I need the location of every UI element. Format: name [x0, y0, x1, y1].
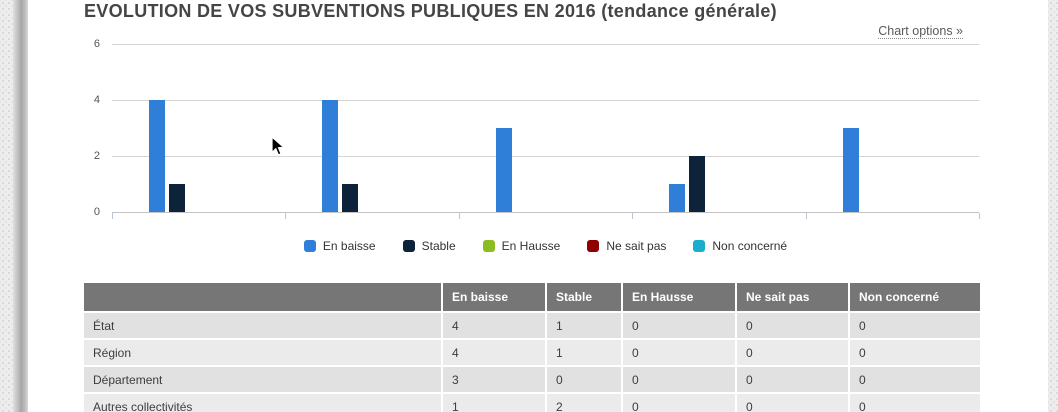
y-axis-label: 4 — [93, 94, 100, 106]
page-edge-shadow — [13, 0, 28, 412]
table-value-cell: 1 — [442, 392, 547, 412]
bar-stable[interactable] — [689, 156, 705, 212]
bar-stable[interactable] — [169, 184, 185, 212]
table-value-cell: 0 — [622, 311, 737, 339]
legend-label: Non concerné — [712, 239, 788, 253]
row-label-cell: Autres collectivités — [84, 392, 443, 412]
legend-swatch-icon — [587, 240, 600, 252]
x-axis-tick — [285, 213, 286, 219]
page-background-texture-right — [1048, 0, 1058, 412]
table-header-cell: Ne sait pas — [736, 283, 850, 312]
y-gridline — [112, 156, 979, 157]
table-value-cell: 0 — [736, 392, 850, 412]
table-header-cell: En Hausse — [622, 283, 737, 312]
x-axis-tick — [979, 213, 980, 219]
chart-legend: En baisse Stable En Hausse Ne sait pas Non c… — [112, 238, 979, 254]
table-value-cell: 0 — [849, 392, 980, 412]
legend-swatch-icon — [482, 240, 495, 252]
table-header-row: En baisse Stable En Hausse Ne sait pas Non c… — [84, 283, 980, 312]
data-table: En baisse Stable En Hausse Ne sait pas Non c… — [84, 283, 980, 412]
table-value-cell: 0 — [849, 365, 980, 393]
table-row: Autres collectivités 1 2 0 0 0 — [84, 392, 980, 412]
row-label-cell: État — [84, 311, 443, 339]
x-axis-line — [112, 212, 979, 213]
table-value-cell: 1 — [546, 338, 623, 366]
table-header-cell: En baisse — [442, 283, 547, 312]
table-value-cell: 2 — [546, 392, 623, 412]
x-axis-tick — [459, 213, 460, 219]
bar-en-baisse[interactable] — [496, 128, 512, 212]
table-row: Région 4 1 0 0 0 — [84, 338, 980, 366]
y-axis-label: 2 — [93, 150, 100, 162]
table-value-cell: 0 — [622, 338, 737, 366]
bar-en-baisse[interactable] — [669, 184, 685, 212]
bar-en-baisse[interactable] — [322, 100, 338, 212]
chart-title: EVOLUTION DE VOS SUBVENTIONS PUBLIQUES E… — [84, 1, 777, 21]
table-value-cell: 4 — [442, 311, 547, 339]
table-header-cell: Non concerné — [849, 283, 980, 312]
legend-label: Ne sait pas — [606, 239, 667, 253]
x-axis-tick — [112, 213, 113, 219]
table-value-cell: 1 — [546, 311, 623, 339]
table-value-cell: 0 — [736, 338, 850, 366]
legend-swatch-icon — [693, 240, 706, 252]
row-label-cell: Région — [84, 338, 443, 366]
bar-en-baisse[interactable] — [149, 100, 165, 212]
x-axis-tick — [632, 213, 633, 219]
table-header-cell: Stable — [546, 283, 623, 312]
legend-swatch-icon — [402, 240, 415, 252]
legend-item-stable[interactable]: Stable — [402, 239, 456, 253]
table-row: État 4 1 0 0 0 — [84, 311, 980, 339]
y-gridline — [112, 100, 979, 101]
table-value-cell: 0 — [546, 365, 623, 393]
bar-en-baisse[interactable] — [843, 128, 859, 212]
table-value-cell: 0 — [849, 338, 980, 366]
bar-stable[interactable] — [342, 184, 358, 212]
legend-label: Stable — [421, 239, 456, 253]
table-value-cell: 0 — [622, 365, 737, 393]
legend-label: En Hausse — [501, 239, 561, 253]
y-axis-label: 0 — [93, 206, 100, 218]
chart-options-link[interactable]: Chart options » — [878, 24, 963, 39]
legend-label: En baisse — [322, 239, 376, 253]
legend-item-non-concerné[interactable]: Non concerné — [693, 239, 787, 253]
table-header-cell — [84, 283, 443, 312]
row-label-cell: Département — [84, 365, 443, 393]
legend-item-en-hausse[interactable]: En Hausse — [482, 239, 561, 253]
x-axis-tick — [806, 213, 807, 219]
legend-swatch-icon — [303, 240, 316, 252]
y-gridline — [112, 44, 979, 45]
table-value-cell: 0 — [736, 365, 850, 393]
y-axis-label: 6 — [93, 38, 100, 50]
table-value-cell: 0 — [736, 311, 850, 339]
legend-item-ne-sait-pas[interactable]: Ne sait pas — [587, 239, 666, 253]
legend-item-en-baisse[interactable]: En baisse — [303, 239, 376, 253]
table-value-cell: 3 — [442, 365, 547, 393]
table-row: Département 3 0 0 0 0 — [84, 365, 980, 393]
table-value-cell: 0 — [849, 311, 980, 339]
page-background-texture-left — [0, 0, 13, 412]
table-value-cell: 0 — [622, 392, 737, 412]
table-value-cell: 4 — [442, 338, 547, 366]
